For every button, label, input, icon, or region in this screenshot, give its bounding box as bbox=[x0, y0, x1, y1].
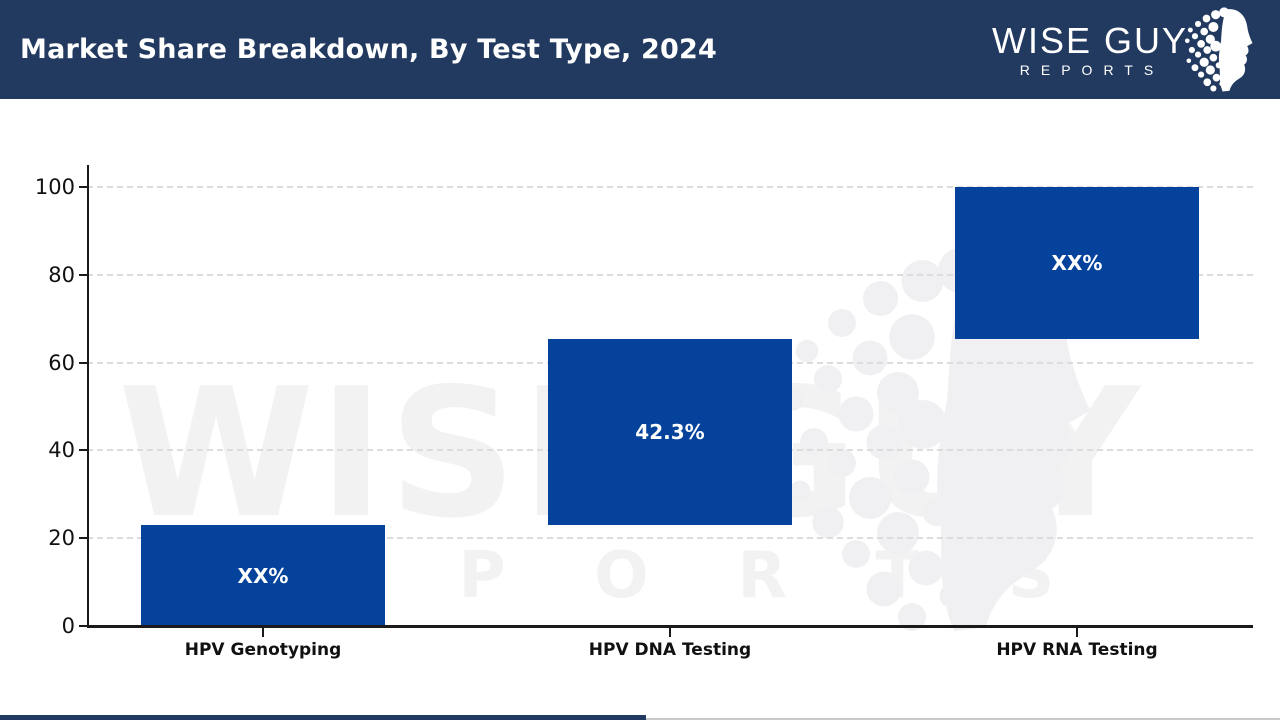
y-tick-20 bbox=[79, 537, 87, 540]
bar-value-label: XX% bbox=[1051, 251, 1103, 276]
bar-2: 42.3% bbox=[548, 339, 792, 526]
category-label-3: HPV RNA Testing bbox=[996, 640, 1158, 660]
category-label-2: HPV DNA Testing bbox=[588, 640, 752, 660]
y-axis-spine bbox=[87, 165, 89, 628]
wise-guy-reports-logo: WISE GUY REPORTS bbox=[992, 4, 1266, 96]
bar-3: XX% bbox=[955, 187, 1199, 340]
footer-accent-bar bbox=[0, 715, 646, 720]
footer-divider-line bbox=[646, 718, 1280, 720]
gridline-80 bbox=[87, 273, 1253, 276]
page-title: Market Share Breakdown, By Test Type, 20… bbox=[20, 34, 718, 65]
logo-line2: REPORTS bbox=[1019, 61, 1165, 78]
y-tick-label-20: 20 bbox=[48, 526, 75, 551]
y-tick-0 bbox=[79, 625, 87, 627]
x-tick-3 bbox=[1076, 628, 1078, 637]
logo-line1: WISE GUY bbox=[991, 19, 1188, 61]
y-tick-100 bbox=[79, 186, 87, 188]
x-tick-2 bbox=[669, 628, 671, 637]
gridline-20 bbox=[87, 537, 1253, 540]
y-tick-label-60: 60 bbox=[48, 350, 75, 375]
y-tick-label-80: 80 bbox=[48, 262, 75, 287]
y-tick-label-0: 0 bbox=[61, 614, 75, 638]
y-tick-40 bbox=[79, 449, 87, 452]
bar-1: XX% bbox=[141, 525, 385, 626]
y-tick-label-40: 40 bbox=[48, 438, 75, 463]
y-tick-label-100: 100 bbox=[34, 175, 75, 199]
bar-value-label: XX% bbox=[237, 563, 289, 588]
logo-wordmark: WISE GUY REPORTS bbox=[991, 19, 1188, 78]
gridline-100 bbox=[87, 186, 1253, 188]
y-tick-60 bbox=[79, 361, 87, 364]
header-bar: Market Share Breakdown, By Test Type, 20… bbox=[0, 0, 1280, 99]
x-axis-line bbox=[87, 625, 1253, 628]
logo-face-icon bbox=[1170, 6, 1266, 93]
category-label-1: HPV Genotyping bbox=[184, 640, 342, 660]
y-tick-80 bbox=[79, 273, 87, 276]
x-tick-1 bbox=[262, 628, 264, 637]
bar-value-label: 42.3% bbox=[635, 420, 705, 445]
